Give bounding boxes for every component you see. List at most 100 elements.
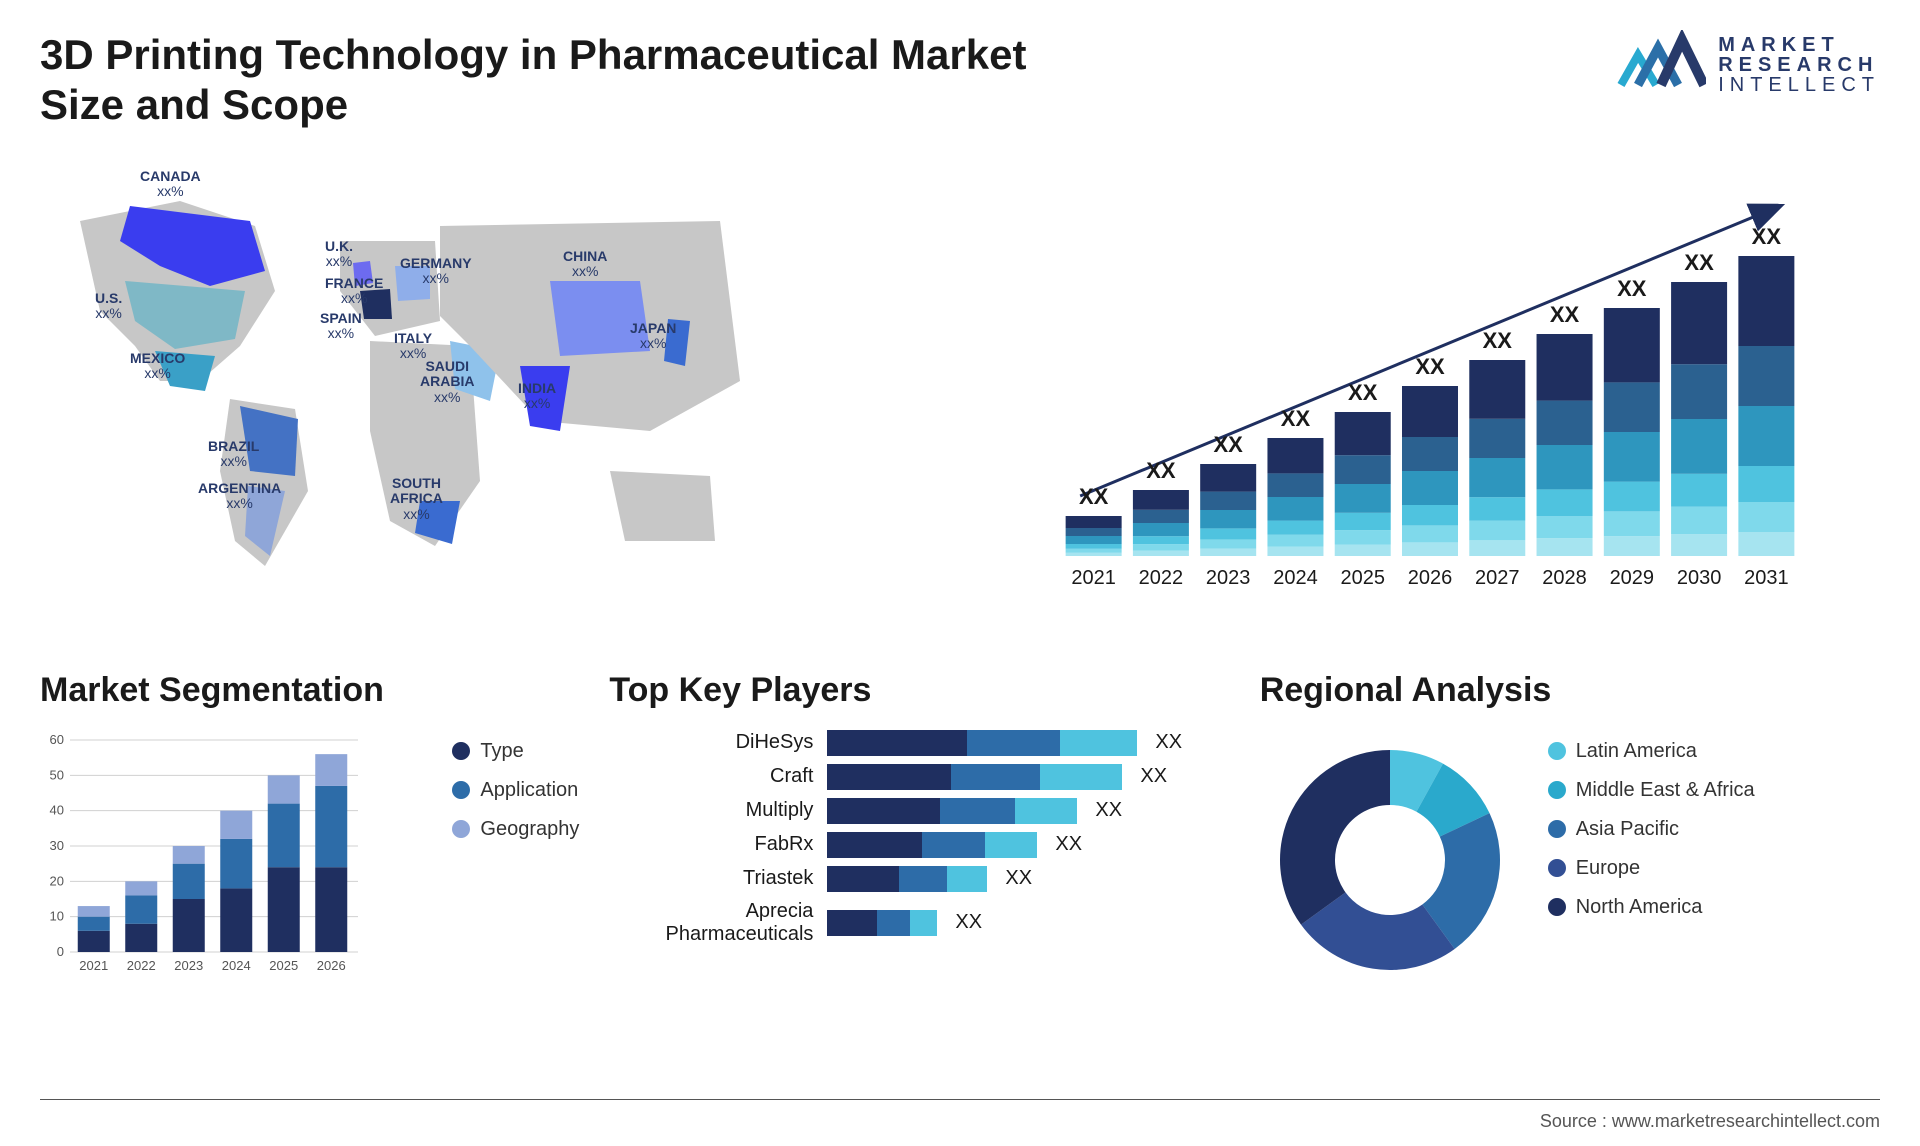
svg-text:XX: XX xyxy=(1214,432,1244,457)
svg-text:20: 20 xyxy=(50,873,64,888)
svg-text:2027: 2027 xyxy=(1475,567,1520,589)
footer-divider xyxy=(40,1099,1880,1100)
player-value: XX xyxy=(995,867,1032,890)
growth-chart-panel: XX2021XX2022XX2023XX2024XX2025XX2026XX20… xyxy=(980,161,1880,621)
svg-text:50: 50 xyxy=(50,767,64,782)
logo-line1: MARKET xyxy=(1718,35,1880,55)
player-name: Multiply xyxy=(609,799,819,822)
svg-text:2026: 2026 xyxy=(317,958,346,973)
svg-text:2031: 2031 xyxy=(1744,567,1789,589)
regional-analysis-title: Regional Analysis xyxy=(1260,671,1880,710)
map-label-france: FRANCExx% xyxy=(325,276,383,307)
region-legend-north-america: North America xyxy=(1548,896,1755,919)
region-legend-middle-east-africa: Middle East & Africa xyxy=(1548,779,1755,802)
svg-text:XX: XX xyxy=(1079,484,1109,509)
player-aprecia-pharmaceuticals: Aprecia Pharmaceuticals XX xyxy=(609,900,1229,946)
map-label-argentina: ARGENTINAxx% xyxy=(198,481,281,512)
player-dihesys: DiHeSys XX xyxy=(609,730,1229,756)
player-bar xyxy=(827,910,937,936)
player-bar xyxy=(827,730,1137,756)
map-label-japan: JAPANxx% xyxy=(630,321,676,352)
player-fabrx: FabRx XX xyxy=(609,832,1229,858)
seg-legend-geography: Geography xyxy=(452,818,579,841)
player-value: XX xyxy=(1145,731,1182,754)
svg-text:40: 40 xyxy=(50,802,64,817)
player-bar xyxy=(827,798,1077,824)
region-legend-asia-pacific: Asia Pacific xyxy=(1548,818,1755,841)
svg-text:2025: 2025 xyxy=(1340,567,1385,589)
segmentation-chart-svg: 0 10 20 30 40 50 60 2021 2022 2023 2024 2025 2026 xyxy=(40,730,360,980)
map-label-brazil: BRAZILxx% xyxy=(208,439,259,470)
page-title: 3D Printing Technology in Pharmaceutical… xyxy=(40,30,1040,131)
player-bar xyxy=(827,764,1122,790)
map-label-u-s-: U.S.xx% xyxy=(95,291,122,322)
svg-text:XX: XX xyxy=(1684,250,1714,275)
player-value: XX xyxy=(1045,833,1082,856)
key-players-title: Top Key Players xyxy=(609,671,1229,710)
player-bar xyxy=(827,832,1037,858)
svg-text:2021: 2021 xyxy=(79,958,108,973)
svg-text:XX: XX xyxy=(1281,406,1311,431)
svg-text:2024: 2024 xyxy=(222,958,251,973)
map-label-canada: CANADAxx% xyxy=(140,169,201,200)
player-name: DiHeSys xyxy=(609,731,819,754)
svg-text:XX: XX xyxy=(1483,328,1513,353)
svg-text:30: 30 xyxy=(50,838,64,853)
regional-analysis-panel: Regional Analysis Latin America Middle Ea… xyxy=(1260,671,1880,990)
player-value: XX xyxy=(1130,765,1167,788)
svg-text:2026: 2026 xyxy=(1408,567,1453,589)
svg-text:XX: XX xyxy=(1348,380,1378,405)
seg-legend-application: Application xyxy=(452,779,579,802)
segmentation-legend: Type Application Geography xyxy=(452,730,579,841)
svg-text:2025: 2025 xyxy=(269,958,298,973)
svg-text:2022: 2022 xyxy=(1139,567,1184,589)
player-triastek: Triastek XX xyxy=(609,866,1229,892)
map-label-mexico: MEXICOxx% xyxy=(130,351,185,382)
svg-text:XX: XX xyxy=(1146,458,1176,483)
seg-legend-type: Type xyxy=(452,740,579,763)
svg-text:2029: 2029 xyxy=(1610,567,1655,589)
svg-text:2028: 2028 xyxy=(1542,567,1587,589)
svg-text:2021: 2021 xyxy=(1071,567,1116,589)
player-value: XX xyxy=(1085,799,1122,822)
svg-text:XX: XX xyxy=(1617,276,1647,301)
segmentation-panel: Market Segmentation 0 10 20 30 40 50 60 2021 202… xyxy=(40,671,579,990)
regional-legend: Latin America Middle East & Africa Asia Pa… xyxy=(1548,730,1755,919)
region-legend-latin-america: Latin America xyxy=(1548,740,1755,763)
map-label-germany: GERMANYxx% xyxy=(400,256,472,287)
growth-chart-svg: XX2021XX2022XX2023XX2024XX2025XX2026XX20… xyxy=(980,161,1880,601)
svg-text:60: 60 xyxy=(50,732,64,747)
region-legend-europe: Europe xyxy=(1548,857,1755,880)
map-label-saudi-arabia: SAUDIARABIAxx% xyxy=(420,359,474,405)
svg-text:2024: 2024 xyxy=(1273,567,1318,589)
key-players-panel: Top Key Players DiHeSysXXCraftXXMultiply… xyxy=(609,671,1229,990)
player-name: Craft xyxy=(609,765,819,788)
regional-pie-svg xyxy=(1260,730,1520,990)
svg-text:0: 0 xyxy=(57,944,64,959)
svg-text:2022: 2022 xyxy=(127,958,156,973)
player-name: FabRx xyxy=(609,833,819,856)
player-name: Aprecia Pharmaceuticals xyxy=(609,900,819,946)
logo-icon xyxy=(1616,30,1706,100)
player-bar xyxy=(827,866,987,892)
player-value: XX xyxy=(945,911,982,934)
svg-text:10: 10 xyxy=(50,908,64,923)
map-label-india: INDIAxx% xyxy=(518,381,556,412)
map-label-u-k-: U.K.xx% xyxy=(325,239,353,270)
map-label-italy: ITALYxx% xyxy=(394,331,432,362)
svg-text:2030: 2030 xyxy=(1677,567,1722,589)
segmentation-title: Market Segmentation xyxy=(40,671,579,710)
logo-line3: INTELLECT xyxy=(1718,75,1880,95)
svg-text:XX: XX xyxy=(1415,354,1445,379)
player-name: Triastek xyxy=(609,867,819,890)
key-players-list: DiHeSysXXCraftXXMultiplyXXFabRxXXTriaste… xyxy=(609,730,1229,946)
svg-text:XX: XX xyxy=(1752,224,1782,249)
map-label-south-africa: SOUTHAFRICAxx% xyxy=(390,476,443,522)
svg-text:XX: XX xyxy=(1550,302,1580,327)
logo-line2: RESEARCH xyxy=(1718,55,1880,75)
player-multiply: Multiply XX xyxy=(609,798,1229,824)
brand-logo: MARKET RESEARCH INTELLECT xyxy=(1616,30,1880,100)
source-text: Source : www.marketresearchintellect.com xyxy=(1540,1111,1880,1132)
svg-text:2023: 2023 xyxy=(174,958,203,973)
world-map-panel: CANADAxx% U.S.xx% MEXICOxx% BRAZILxx% ARGENT… xyxy=(40,161,940,621)
